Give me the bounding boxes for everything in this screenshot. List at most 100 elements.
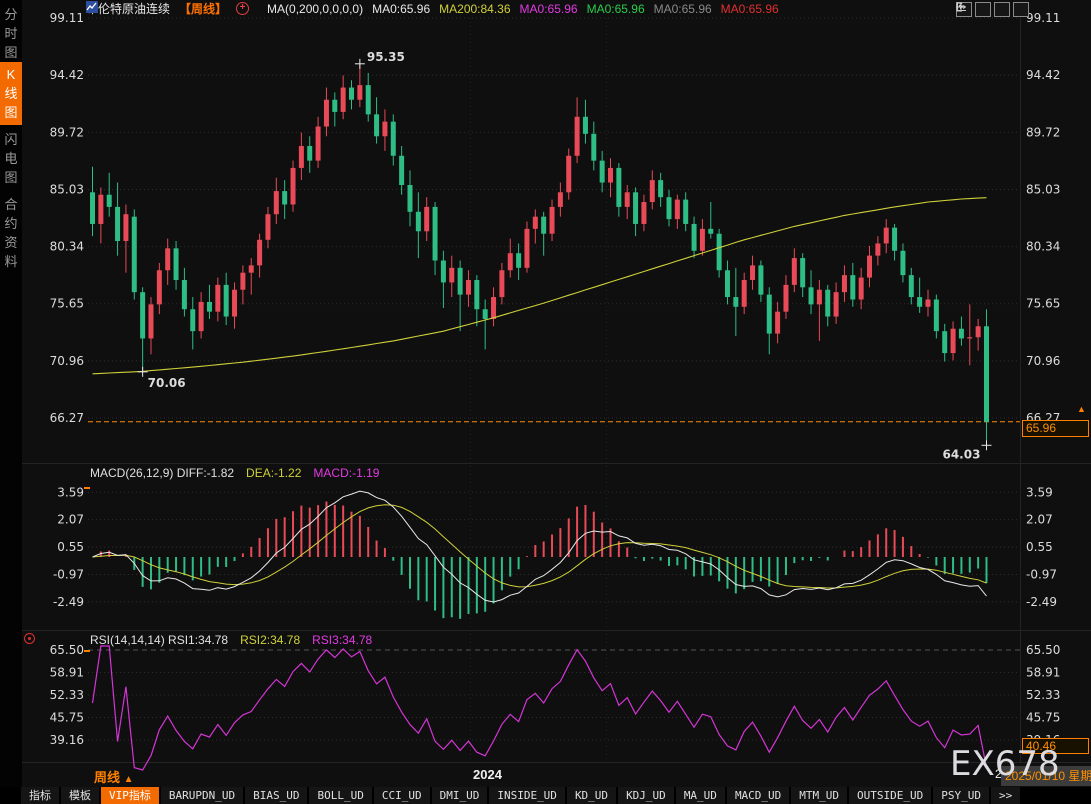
sidebar-item-kline-chart[interactable]: K 线 图 <box>0 62 22 125</box>
svg-text:80.34: 80.34 <box>50 240 84 254</box>
svg-text:99.11: 99.11 <box>1026 11 1060 25</box>
toolbar-item-kdj-ud[interactable]: KDJ_UD <box>618 787 674 804</box>
toolbar-item-vip指标[interactable]: VIP指标 <box>101 787 159 804</box>
macd-hist-label: MACD:-1.19 <box>313 466 380 480</box>
svg-text:94.42: 94.42 <box>1026 68 1060 82</box>
svg-text:39.16: 39.16 <box>50 733 84 747</box>
svg-text:85.03: 85.03 <box>50 182 84 196</box>
ma-value-0: MA0:65.96 <box>372 1 431 16</box>
rsi-current-tag: 40.46 <box>1022 738 1089 754</box>
svg-text:95.35: 95.35 <box>367 50 405 64</box>
svg-text:75.65: 75.65 <box>1026 297 1060 311</box>
svg-text:64.03: 64.03 <box>942 447 980 461</box>
toolbar-item-dmi-ud[interactable]: DMI_UD <box>431 787 488 804</box>
rsi-header: RSI(14,14,14) RSI1:34.78 RSI2:34.78 RSI3… <box>90 633 372 647</box>
toolbar-item-模板[interactable]: 模板 <box>61 787 99 804</box>
svg-text:0.55: 0.55 <box>57 540 84 554</box>
toolbar-item-boll-ud[interactable]: BOLL_UD <box>309 787 372 804</box>
macd-diff-label: MACD(26,12,9) DIFF:-1.82 <box>90 466 235 480</box>
svg-text:3.59: 3.59 <box>1026 485 1053 499</box>
svg-text:58.91: 58.91 <box>1026 666 1060 680</box>
macd-histogram <box>99 501 988 619</box>
axis-play-icon[interactable] <box>957 2 1010 17</box>
cursor-date-label: 2025/01/10 星期五 <box>1001 766 1091 786</box>
window-buttons <box>956 2 1029 17</box>
svg-text:2.07: 2.07 <box>57 513 84 527</box>
indicator-toolbar: 指标 模板 VIP指标 BARUPDN_UD BIAS_UD BOLL_UD CCI_UD D… <box>0 787 1091 804</box>
toolbar-item-inside-ud[interactable]: INSIDE_UD <box>489 787 565 804</box>
ma200-line <box>92 197 987 375</box>
ma-value-4: MA0:65.96 <box>653 1 712 16</box>
svg-text:94.42: 94.42 <box>50 68 84 82</box>
partial-year-label: 2 <box>995 767 1002 781</box>
svg-text:0.55: 0.55 <box>1026 540 1053 554</box>
toolbar-item-outside-ud[interactable]: OUTSIDE_UD <box>849 787 932 804</box>
svg-text:2.07: 2.07 <box>1026 513 1053 527</box>
svg-text:58.91: 58.91 <box>50 666 84 680</box>
svg-text:52.33: 52.33 <box>1026 688 1060 702</box>
rsi3-label: RSI3:34.78 <box>312 633 373 647</box>
macd-dea-label: DEA:-1.22 <box>246 466 302 480</box>
price-up-arrow-icon: ▲ <box>1077 404 1086 414</box>
add-indicator-icon[interactable]: + <box>236 2 250 15</box>
ma-value-3: MA0:65.96 <box>586 1 645 16</box>
chart-type-sidebar: 分 时 图 K 线 图闪 电 图合 约 资 料 <box>0 0 22 787</box>
axis-left-icon[interactable] <box>957 2 991 17</box>
toolbar-item-kd-ud[interactable]: KD_UD <box>566 787 617 804</box>
toolbar-item-bias-ud[interactable]: BIAS_UD <box>245 787 308 804</box>
price-annotations: 95.35 70.06 64.03 <box>137 50 992 461</box>
ma-value-5: MA0:65.96 <box>720 1 779 16</box>
svg-text:-2.49: -2.49 <box>1026 595 1057 609</box>
toolbar-item-cci-ud[interactable]: CCI_UD <box>373 787 430 804</box>
svg-text:65.50: 65.50 <box>50 643 84 657</box>
toolbar-item-mtm-ud[interactable]: MTM_UD <box>791 787 848 804</box>
svg-text:52.33: 52.33 <box>50 688 84 702</box>
svg-text:70.96: 70.96 <box>50 354 84 368</box>
ma-value-2: MA0:65.96 <box>519 1 578 16</box>
current-price-tag: 65.96 <box>1022 420 1089 437</box>
toolbar-item-barupdn-ud[interactable]: BARUPDN_UD <box>160 787 244 804</box>
dea-line <box>92 504 987 589</box>
svg-text:45.75: 45.75 <box>1026 710 1060 724</box>
ma-settings: MA(0,200,0,0,0,0) <box>267 1 364 16</box>
sidebar-item-time-chart[interactable]: 分 时 图 <box>4 7 18 60</box>
svg-text:89.72: 89.72 <box>1026 125 1060 139</box>
ma-values: MA0:65.96 MA200:84.36 MA0:65.96 MA0:65.96 MA… <box>372 2 779 16</box>
svg-text:70.96: 70.96 <box>1026 354 1060 368</box>
rsi2-label: RSI2:34.78 <box>240 633 301 647</box>
toolbar-item-macd-ud[interactable]: MACD_UD <box>726 787 790 804</box>
svg-text:89.72: 89.72 <box>50 125 84 139</box>
symbol-title: 布伦特原油连续 <box>86 2 171 16</box>
rsi-line <box>91 645 988 771</box>
svg-text:66.27: 66.27 <box>50 411 84 425</box>
record-icon[interactable] <box>24 633 35 644</box>
ma-value-1: MA200:84.36 <box>439 1 511 16</box>
svg-text:-2.49: -2.49 <box>53 595 84 609</box>
rsi1-label: RSI(14,14,14) RSI1:34.78 <box>90 633 229 647</box>
grid: 99.11 99.11 94.42 94.42 89.72 89.72 85.03 85.03… <box>22 11 1091 763</box>
svg-text:99.11: 99.11 <box>50 11 84 25</box>
toolbar-item-ma-ud[interactable]: MA_UD <box>675 787 725 804</box>
candlestick-series <box>90 63 989 446</box>
sidebar-item-contract-info[interactable]: 合 约 资 料 <box>4 197 18 269</box>
toolbar-item-psy-ud[interactable]: PSY_UD <box>933 787 990 804</box>
toolbar-item--[interactable]: >> <box>991 787 1021 804</box>
svg-text:45.75: 45.75 <box>50 710 84 724</box>
period-selector[interactable]: 周线 ▲ <box>94 770 134 785</box>
year-label: 2024 <box>473 767 502 782</box>
chart-header: 布伦特原油连续 【周线】 + MA(0,200,0,0,0,0) MA0:65.… <box>86 1 779 16</box>
diff-line <box>92 490 987 603</box>
svg-text:3.59: 3.59 <box>57 485 84 499</box>
svg-text:70.06: 70.06 <box>148 376 186 390</box>
svg-text:80.34: 80.34 <box>1026 240 1060 254</box>
macd-header: MACD(26,12,9) DIFF:-1.82 DEA:-1.22 MACD:… <box>90 466 379 480</box>
svg-text:-0.97: -0.97 <box>1026 567 1057 581</box>
svg-text:65.50: 65.50 <box>1026 643 1060 657</box>
svg-text:85.03: 85.03 <box>1026 182 1060 196</box>
toolbar-item-指标[interactable]: 指标 <box>21 787 59 804</box>
svg-text:75.65: 75.65 <box>50 297 84 311</box>
sidebar-item-flash-chart[interactable]: 闪 电 图 <box>4 132 18 185</box>
popout-icon[interactable] <box>956 2 1029 17</box>
